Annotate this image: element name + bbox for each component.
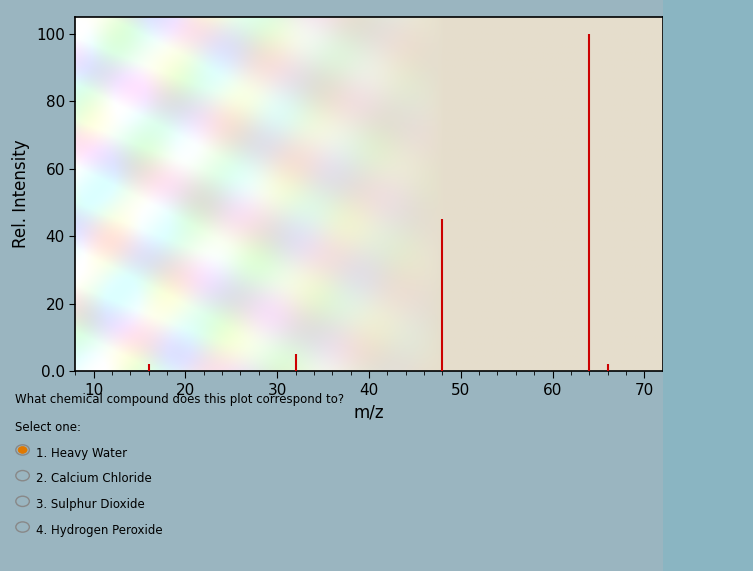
Text: 2. Calcium Chloride: 2. Calcium Chloride [36,472,152,485]
Text: What chemical compound does this plot correspond to?: What chemical compound does this plot co… [15,392,344,405]
Y-axis label: Rel. Intensity: Rel. Intensity [13,140,30,248]
Text: 3. Sulphur Dioxide: 3. Sulphur Dioxide [36,498,145,511]
Text: 1. Heavy Water: 1. Heavy Water [36,447,127,460]
Text: 4. Hydrogen Peroxide: 4. Hydrogen Peroxide [36,524,163,537]
X-axis label: m/z: m/z [354,404,384,421]
Text: Select one:: Select one: [15,421,81,434]
